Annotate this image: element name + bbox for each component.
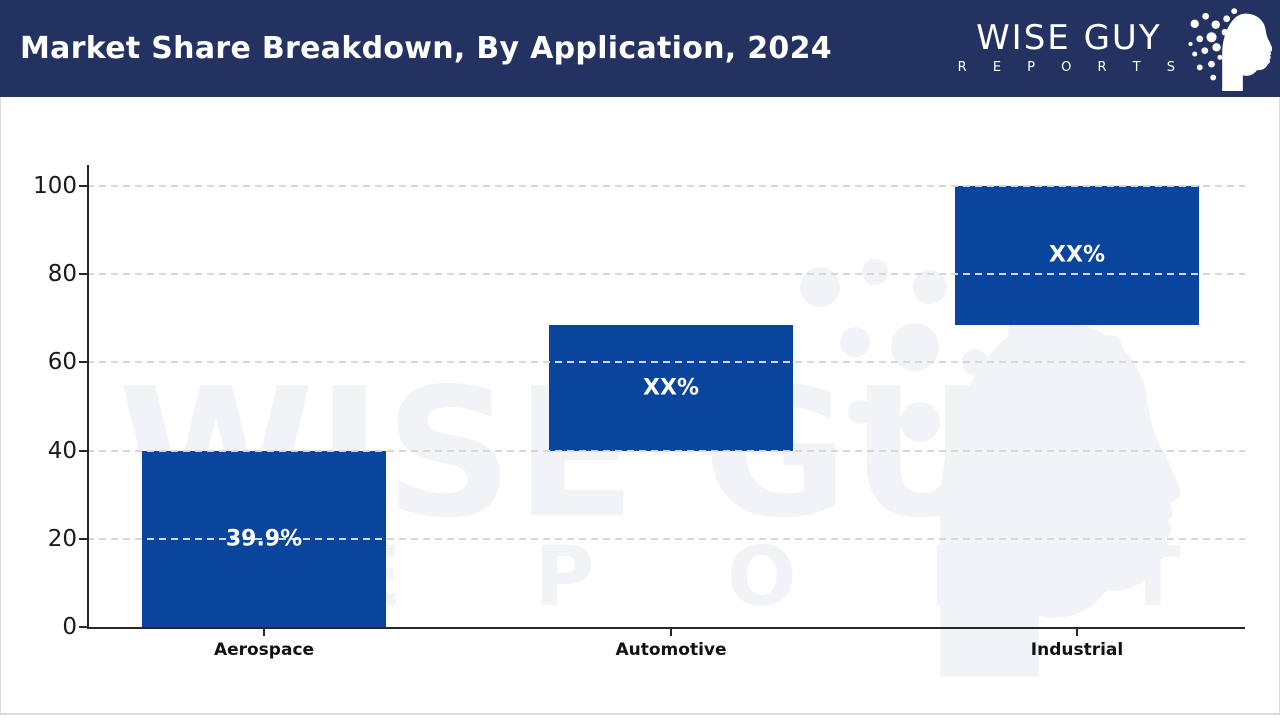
bar-value-label: 39.9% bbox=[225, 526, 303, 552]
bar-industrial bbox=[955, 186, 1199, 325]
dotted-head-logo-icon bbox=[1188, 8, 1272, 91]
x-category-label: Automotive bbox=[615, 640, 727, 660]
x-tick-mark bbox=[263, 629, 265, 636]
y-tick-mark bbox=[79, 537, 87, 540]
bottom-frame-line bbox=[0, 713, 1280, 715]
bar-automotive bbox=[549, 324, 793, 452]
page-title: Market Share Breakdown, By Application, … bbox=[20, 31, 832, 66]
y-tick-label: 80 bbox=[47, 261, 77, 288]
y-tick-mark bbox=[79, 449, 87, 452]
bar-value-label: XX% bbox=[1049, 242, 1105, 268]
gridline-60 bbox=[87, 361, 1245, 364]
x-tick-mark bbox=[1076, 629, 1078, 636]
header-band: Market Share Breakdown, By Application, … bbox=[0, 0, 1280, 97]
y-tick-mark bbox=[79, 185, 87, 187]
x-category-label: Industrial bbox=[1030, 640, 1124, 660]
y-tick-label: 40 bbox=[47, 437, 77, 464]
y-tick-mark bbox=[79, 273, 87, 276]
gridline-20 bbox=[87, 537, 1245, 540]
y-tick-mark bbox=[79, 361, 87, 364]
x-category-label: Aerospace bbox=[213, 640, 315, 660]
gridline-100 bbox=[87, 185, 1245, 187]
logo-wordmark: WISE GUY bbox=[976, 18, 1162, 58]
y-tick-label: 60 bbox=[47, 349, 77, 376]
bar-value-label: XX% bbox=[643, 375, 699, 401]
y-axis-line bbox=[87, 165, 89, 629]
x-axis-line bbox=[87, 627, 1245, 629]
gridline-40 bbox=[87, 449, 1245, 452]
left-frame-line bbox=[0, 97, 1, 715]
wise-guy-logo: WISE GUY R E P O R T S bbox=[952, 18, 1186, 75]
logo-subtext: R E P O R T S bbox=[957, 59, 1186, 75]
gridline-80 bbox=[87, 273, 1245, 276]
y-tick-label: 0 bbox=[62, 614, 77, 640]
x-tick-mark bbox=[670, 629, 672, 636]
y-tick-mark bbox=[79, 626, 87, 628]
y-tick-label: 100 bbox=[33, 173, 77, 199]
y-tick-label: 20 bbox=[47, 525, 77, 552]
